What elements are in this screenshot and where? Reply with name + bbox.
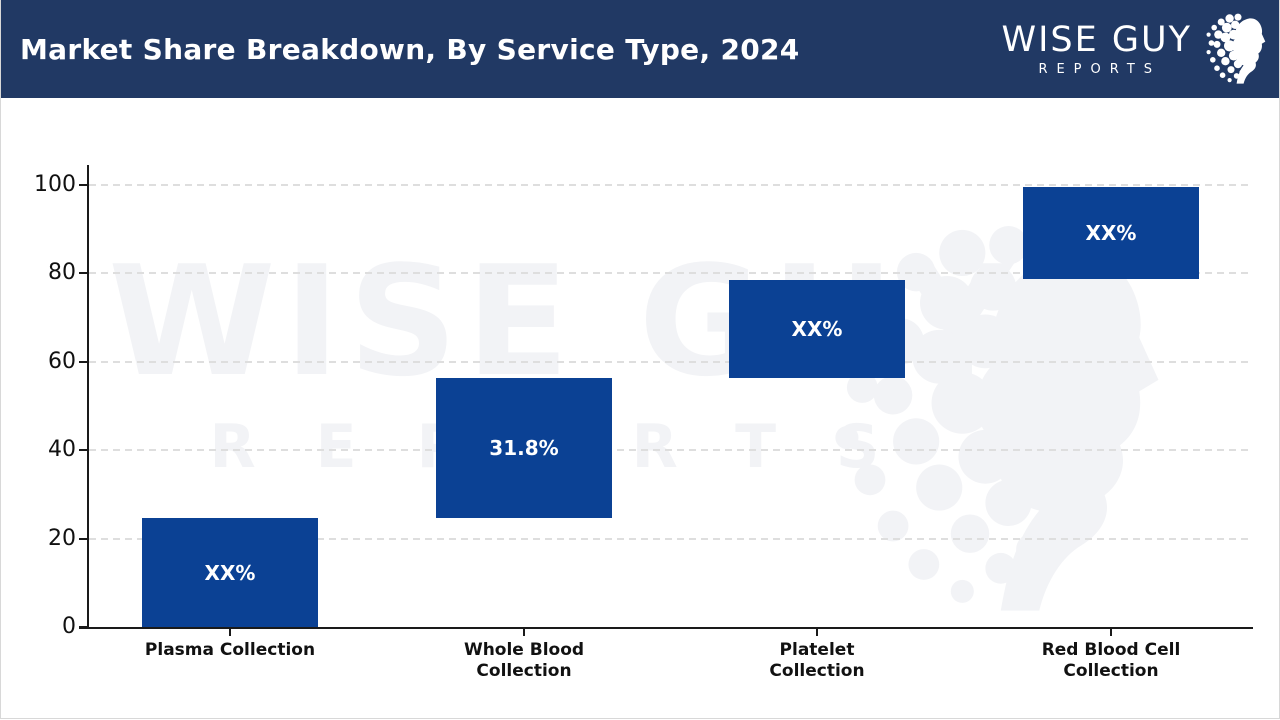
y-gridline xyxy=(89,360,1253,363)
bar-value-label: XX% xyxy=(204,560,256,585)
y-axis-tick-label: 60 xyxy=(48,348,76,374)
y-axis-tick-label: 20 xyxy=(48,525,76,551)
market-share-bar: XX% xyxy=(729,279,905,378)
wise-guy-reports-logo: WISE GUY REPORTS xyxy=(1001,8,1266,92)
y-gridline xyxy=(89,449,1253,452)
bar-value-label: 31.8% xyxy=(489,435,559,460)
y-axis-tickmark xyxy=(79,272,88,275)
logo-text: WISE GUY REPORTS xyxy=(1001,20,1192,78)
market-share-bar: 31.8% xyxy=(436,377,612,519)
y-axis-tick-label: 40 xyxy=(48,437,76,463)
y-axis-tick-label: 80 xyxy=(48,260,76,286)
y-gridline xyxy=(89,183,1253,186)
market-share-bar: XX% xyxy=(142,518,318,627)
y-axis-tick-label: 0 xyxy=(62,614,76,639)
x-axis-tickmark xyxy=(229,628,231,636)
header-banner: Market Share Breakdown, By Service Type,… xyxy=(0,0,1280,98)
market-share-bar: XX% xyxy=(1023,187,1199,280)
x-axis-category-label: Red Blood Cell Collection xyxy=(1041,640,1181,682)
x-axis-tickmark xyxy=(1110,628,1112,636)
y-axis-tickmark xyxy=(79,360,88,363)
floating-bar-chart: 0 20 40 60 80 100 XX% 31.8% XX% XX% Plasma Collect… xyxy=(0,98,1280,720)
y-gridline xyxy=(89,272,1253,275)
y-axis-tick-label: 100 xyxy=(34,171,76,197)
x-axis-category-label: Whole Blood Collection xyxy=(463,640,585,682)
y-axis-tickmark xyxy=(79,183,88,186)
x-axis-tickmark xyxy=(523,628,525,636)
y-axis-line xyxy=(87,165,89,629)
y-axis-tickmark xyxy=(79,537,88,540)
page-title: Market Share Breakdown, By Service Type,… xyxy=(20,32,800,66)
bar-value-label: XX% xyxy=(791,316,843,341)
bar-value-label: XX% xyxy=(1085,221,1137,246)
y-axis-tickmark xyxy=(79,449,88,452)
x-axis-tickmark xyxy=(816,628,818,636)
x-axis-line xyxy=(79,627,1253,629)
x-axis-category-label: Plasma Collection xyxy=(144,640,316,660)
dotted-face-icon xyxy=(1206,13,1266,84)
logo-subtitle: REPORTS xyxy=(1038,62,1162,77)
logo-wordmark: WISE GUY xyxy=(1001,20,1192,60)
y-gridline xyxy=(89,537,1253,540)
x-axis-category-label: Platelet Collection xyxy=(769,640,865,682)
